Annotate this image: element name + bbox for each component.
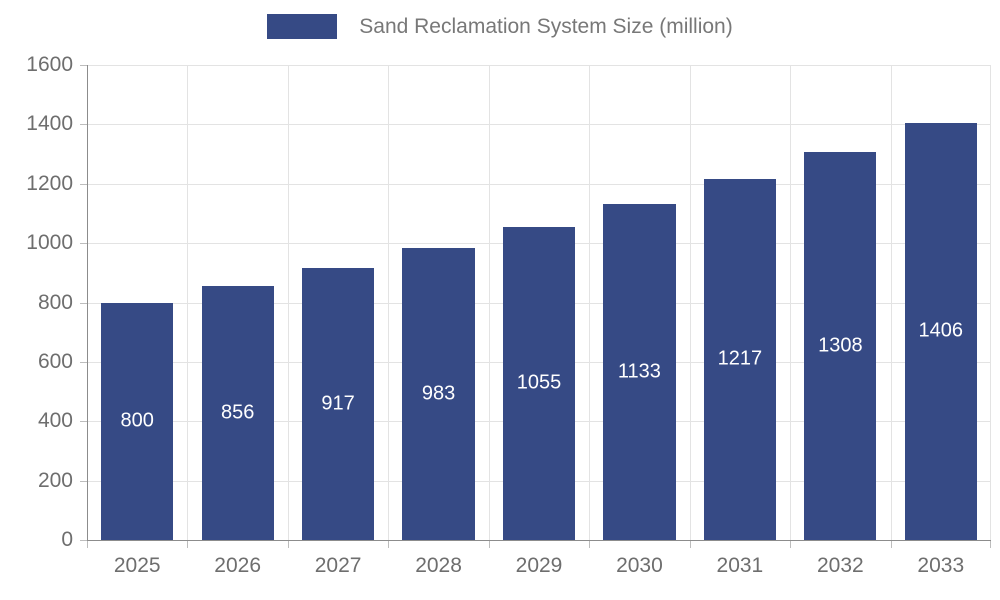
x-tick-mark	[689, 541, 691, 548]
x-gridline	[689, 65, 691, 540]
bar-value-label: 1406	[918, 319, 964, 342]
x-tick-label-2028: 2028	[415, 554, 462, 577]
x-gridline	[589, 65, 591, 540]
y-tick-label: 800	[37, 290, 73, 314]
y-tick-mark	[80, 243, 87, 245]
bar-2029[interactable]: 1055	[502, 226, 576, 540]
y-tick-label: 1400	[26, 112, 73, 136]
legend-swatch[interactable]	[267, 14, 338, 39]
x-tick-label-2032: 2032	[816, 554, 864, 577]
bar-2027[interactable]: 917	[301, 267, 375, 540]
x-gridline	[287, 65, 289, 540]
y-gridline	[87, 183, 991, 185]
y-gridline	[87, 124, 991, 126]
bar-value-label: 1217	[717, 347, 763, 370]
y-tick-mark	[80, 480, 87, 482]
legend[interactable]: Sand Reclamation System Size (million)	[0, 14, 1000, 39]
x-tick-label-2031: 2031	[716, 554, 764, 577]
bar-2030[interactable]: 1133	[603, 203, 676, 540]
y-tick-label: 1000	[26, 231, 73, 255]
y-tick-mark	[80, 183, 87, 185]
x-tick-label-2029: 2029	[515, 554, 563, 577]
bar-2028[interactable]: 983	[402, 248, 475, 540]
x-tick-label-2027: 2027	[314, 554, 362, 577]
y-tick-label: 600	[37, 349, 73, 373]
x-tick-mark	[488, 541, 490, 548]
y-tick-label: 1600	[26, 53, 73, 76]
x-tick-mark	[589, 541, 591, 548]
plot-area: 0 200 400 600 800 1000 1200 1400 1600 800 2025 856 2…	[26, 53, 991, 577]
bar-value-label: 1133	[617, 360, 661, 383]
y-tick-mark	[80, 65, 87, 66]
x-gridline	[187, 65, 189, 540]
y-tick-label: 1200	[26, 171, 73, 195]
legend-label: Sand Reclamation System Size (million)	[359, 14, 733, 38]
y-gridline	[87, 65, 991, 66]
y-tick-label: 200	[37, 468, 73, 492]
bar-value-label: 856	[220, 401, 255, 424]
y-axis-line	[87, 65, 88, 540]
x-gridline	[488, 65, 490, 540]
bar-2026[interactable]: 856	[201, 285, 274, 540]
bar-2033[interactable]: 1406	[904, 122, 977, 540]
y-tick-mark	[80, 540, 87, 541]
bar-value-label: 917	[321, 392, 355, 415]
x-gridline	[388, 65, 390, 540]
x-tick-mark	[87, 541, 88, 548]
y-tick-mark	[80, 421, 87, 423]
x-axis-line	[87, 540, 991, 541]
x-tick-label-2025: 2025	[113, 554, 161, 577]
y-tick-mark	[80, 361, 87, 363]
bar-value-label: 800	[120, 409, 154, 432]
x-gridline	[990, 65, 991, 540]
y-tick-label: 0	[61, 528, 73, 551]
y-tick-mark	[80, 124, 87, 126]
x-tick-label-2033: 2033	[917, 554, 965, 577]
x-tick-mark	[388, 541, 390, 548]
x-tick-label-2026: 2026	[214, 554, 262, 577]
x-tick-mark	[890, 541, 892, 548]
x-gridline	[790, 65, 792, 540]
x-tick-label-2030: 2030	[616, 554, 663, 577]
y-tick-mark	[80, 302, 87, 304]
x-gridline	[890, 65, 892, 540]
bar-value-label: 1308	[818, 334, 863, 357]
bar-value-label: 1055	[516, 371, 562, 394]
x-tick-mark	[790, 541, 792, 548]
bar-2031[interactable]: 1217	[703, 178, 777, 540]
bar-value-label: 983	[421, 382, 456, 405]
x-tick-mark	[187, 541, 189, 548]
x-tick-mark	[990, 541, 991, 548]
y-tick-label: 400	[37, 409, 73, 433]
bar-2032[interactable]: 1308	[804, 151, 877, 540]
bar-2025[interactable]: 800	[101, 302, 174, 540]
x-tick-mark	[287, 541, 289, 548]
